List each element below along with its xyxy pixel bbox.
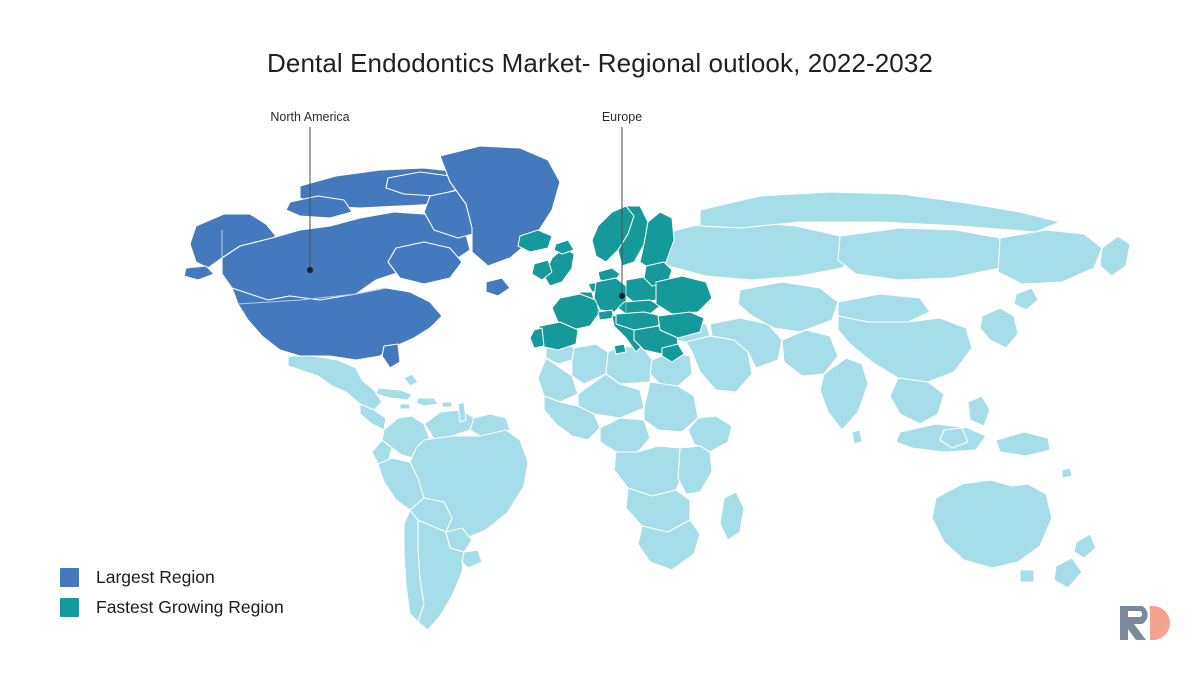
country-china	[837, 315, 973, 383]
country-russia-east	[997, 229, 1103, 285]
europe-internal-borders	[595, 243, 645, 321]
country-new-zealand-south	[1053, 557, 1083, 589]
country-pacific-islets	[1061, 467, 1073, 479]
country-newfoundland[interactable]	[485, 277, 511, 297]
country-romania-bulgaria[interactable]	[657, 311, 705, 339]
country-france[interactable]	[551, 293, 601, 331]
country-madagascar	[719, 491, 745, 541]
border-eu-3	[633, 243, 645, 263]
country-borneo	[939, 427, 969, 449]
legend-item-largest-region[interactable]: Largest Region	[60, 562, 284, 592]
annotation-dot-europe	[619, 293, 625, 299]
country-caucasus-iran	[709, 317, 783, 369]
country-afghanistan-pakistan	[781, 329, 839, 377]
country-algeria	[571, 343, 609, 385]
country-united-states[interactable]	[231, 287, 443, 361]
country-arctic-islands-west[interactable]	[285, 195, 353, 219]
country-lesser-antilles	[457, 401, 467, 423]
country-belarus-ukraine[interactable]	[655, 275, 713, 315]
country-finland[interactable]	[639, 211, 675, 271]
country-bahamas	[403, 373, 419, 387]
annotation-label-north-america: North America	[270, 110, 350, 124]
country-new-guinea	[995, 431, 1051, 457]
country-jamaica	[399, 403, 411, 410]
country-ireland[interactable]	[531, 259, 553, 281]
country-nigeria-cameroon	[599, 417, 651, 453]
country-kamchatka	[1099, 235, 1131, 277]
country-new-zealand-north	[1073, 533, 1097, 559]
border-us-canada	[237, 287, 387, 305]
country-puerto-rico	[441, 401, 453, 408]
annotation-label-europe: Europe	[601, 110, 643, 124]
country-russia-central	[837, 227, 1019, 281]
country-hudson-bay-rim[interactable]	[387, 241, 463, 285]
logo-letter-d-accent	[1150, 606, 1170, 640]
country-ethiopia-horn	[687, 415, 733, 453]
country-west-africa-coast	[543, 395, 601, 441]
legend-label-fastest-growing-region: Fastest Growing Region	[96, 596, 284, 617]
border-eu-2	[595, 299, 601, 321]
legend: Largest Region Fastest Growing Region	[60, 562, 284, 622]
country-australia	[931, 479, 1053, 569]
country-sri-lanka	[851, 429, 863, 445]
country-argentina	[417, 519, 465, 631]
country-india	[819, 357, 869, 431]
country-mongolia	[837, 293, 931, 323]
annotation-dot-north-america	[307, 267, 313, 273]
country-aleutians[interactable]	[183, 265, 215, 281]
country-russia-west	[647, 221, 861, 281]
country-portugal[interactable]	[529, 327, 545, 349]
country-central-asia	[737, 281, 839, 333]
country-sicily-sardinia[interactable]	[613, 343, 627, 355]
country-southern-africa	[637, 519, 701, 571]
legend-item-fastest-growing-region[interactable]: Fastest Growing Region	[60, 592, 284, 622]
country-korea-japan	[979, 307, 1019, 349]
country-sweden[interactable]	[617, 205, 649, 267]
country-greece[interactable]	[661, 343, 685, 363]
page-title: Dental Endodontics Market- Regional outl…	[267, 48, 933, 78]
country-iceland[interactable]	[517, 229, 553, 253]
country-central-america	[359, 403, 387, 431]
country-congo-basin	[613, 445, 687, 497]
brand-logo-svg	[1120, 606, 1170, 640]
country-mexico	[287, 355, 383, 411]
region-north-america-highlight[interactable]	[183, 145, 561, 369]
legend-label-largest-region: Largest Region	[96, 566, 215, 587]
legend-swatch-largest-region	[60, 567, 79, 587]
country-tasmania	[1019, 569, 1035, 583]
annotation-leader-line-europe	[621, 127, 623, 296]
country-east-africa	[677, 445, 713, 495]
annotation-leader-line-north-america	[309, 127, 311, 270]
country-southeast-asia	[889, 377, 945, 425]
country-philippines	[967, 395, 991, 427]
country-chad-sudan	[643, 381, 699, 433]
country-us-florida[interactable]	[381, 343, 401, 369]
logo-letter-r	[1120, 606, 1148, 640]
country-cuba	[375, 387, 413, 401]
brand-logo	[1116, 600, 1178, 644]
country-japan-north	[1013, 287, 1039, 311]
region-europe-highlight[interactable]	[517, 205, 713, 363]
country-siberia-north	[699, 191, 1061, 233]
country-scotland[interactable]	[553, 239, 575, 255]
legend-swatch-fastest-growing-region	[60, 597, 79, 617]
country-hispaniola	[415, 397, 439, 407]
country-switzerland[interactable]	[597, 309, 615, 321]
north-america-internal-borders	[221, 230, 387, 305]
country-uruguay	[461, 549, 483, 569]
base-countries-layer	[287, 191, 1131, 631]
